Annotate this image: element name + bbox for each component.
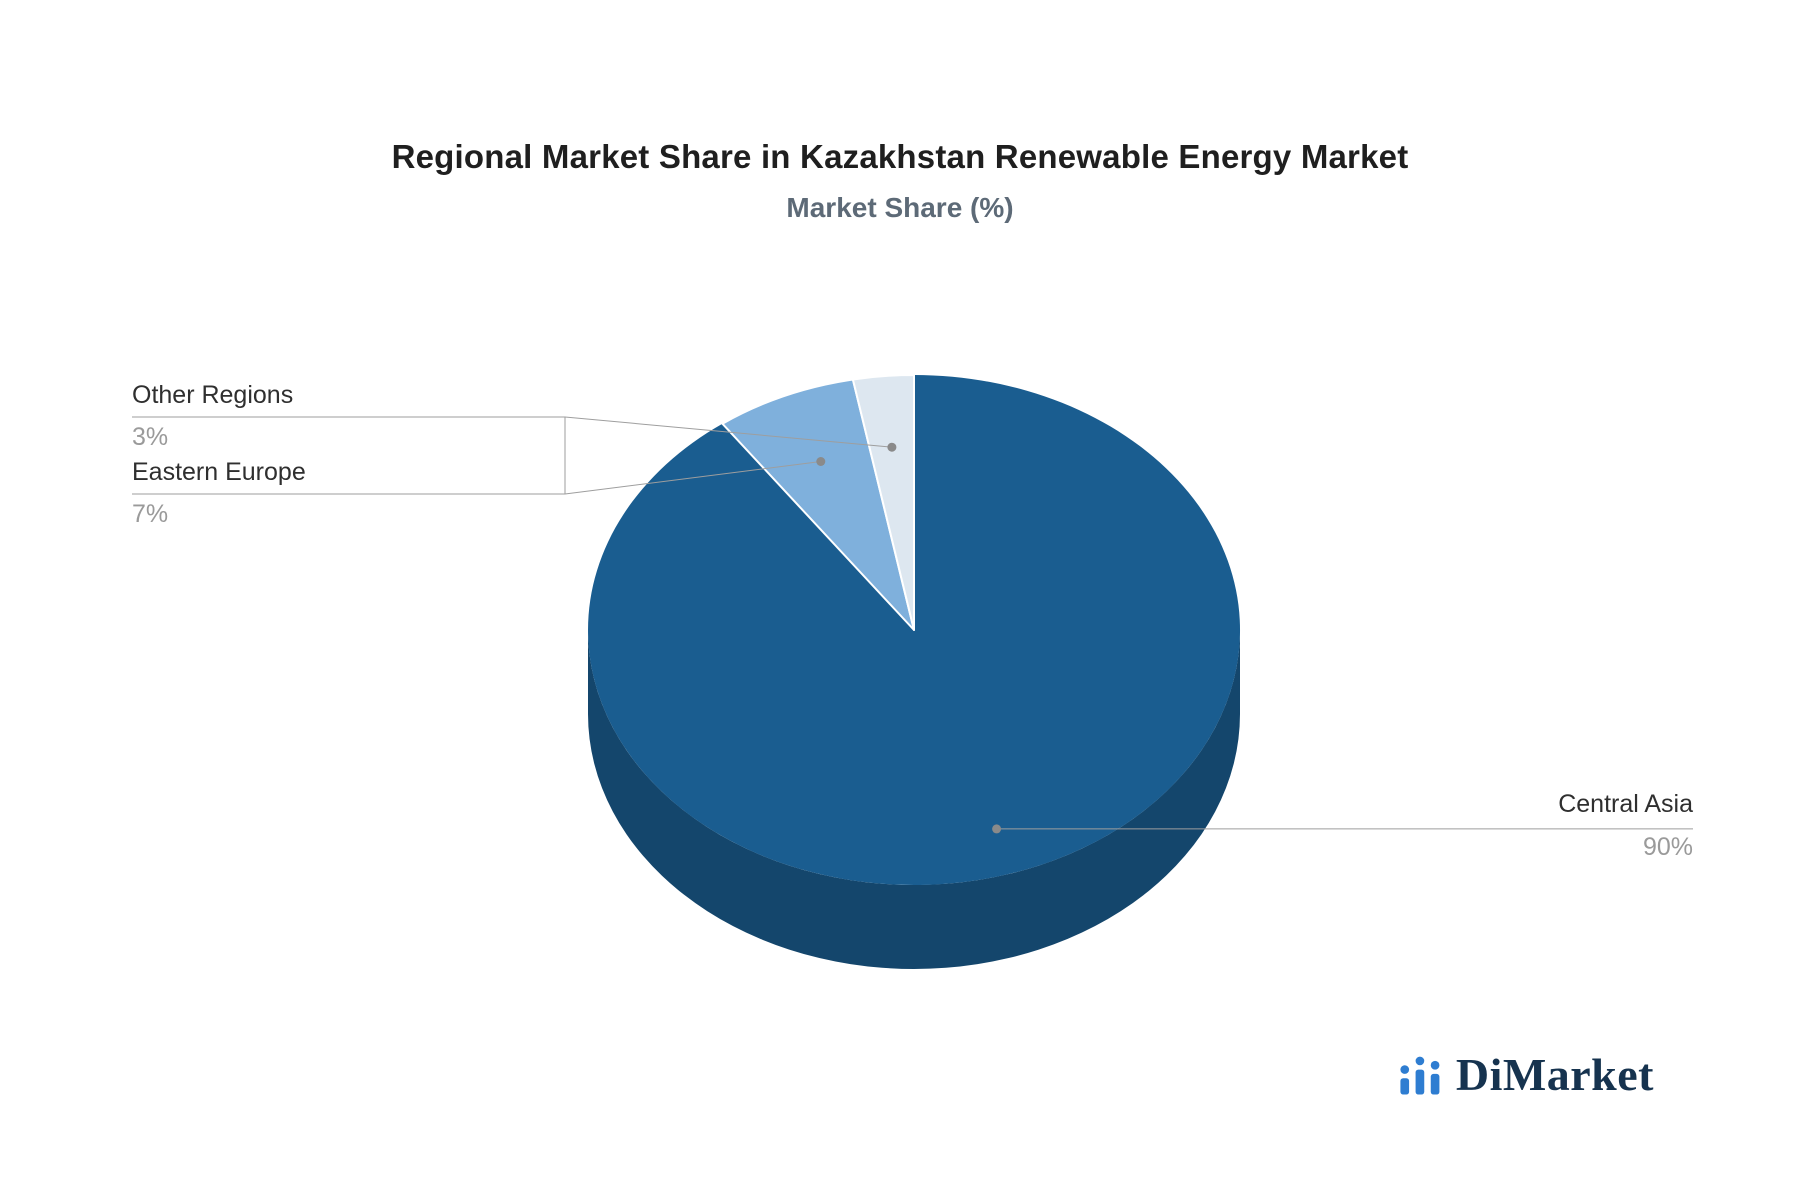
callout-lines [132,416,1693,834]
chart-header: Regional Market Share in Kazakhstan Rene… [0,138,1800,224]
pie-3d-side [588,630,1240,969]
callout-label-central-asia: Central Asia [1558,790,1693,818]
callout-value-central-asia: 90% [1642,833,1693,861]
bar-chart-icon [1400,1056,1440,1094]
callout-value-other-regions: 3% [132,423,169,451]
chart-title: Regional Market Share in Kazakhstan Rene… [391,138,1409,175]
callout-value-eastern-europe: 7% [132,500,169,528]
dimarket-logo: DiMarket [1400,1048,1654,1101]
callout-label-other-regions: Other Regions [132,381,294,409]
callout-label-eastern-europe: Eastern Europe [132,458,306,486]
logo-text: DiMarket [1455,1049,1654,1100]
pie-slices [588,373,1241,885]
chart-subtitle: Market Share (%) [786,192,1014,223]
